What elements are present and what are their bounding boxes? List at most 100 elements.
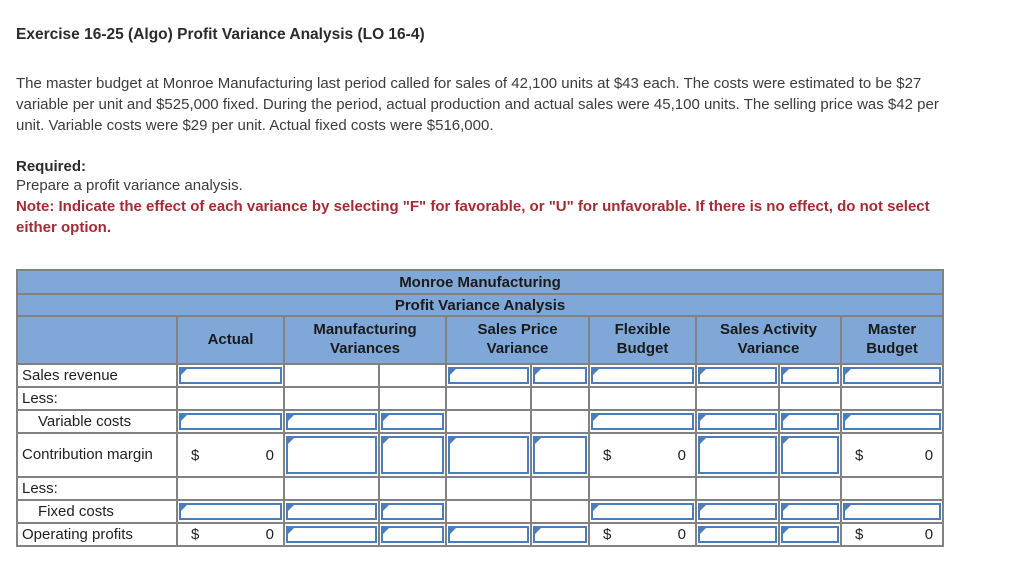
table-title: Monroe Manufacturing bbox=[15, 269, 945, 295]
column-header-actual: Actual bbox=[176, 315, 285, 365]
amount-input-cell bbox=[839, 409, 945, 434]
amount-input-cell bbox=[283, 522, 380, 547]
effect-select[interactable] bbox=[781, 503, 839, 520]
effect-select-cell bbox=[778, 363, 842, 388]
amount-input-cell bbox=[695, 409, 780, 434]
amount-input-cell bbox=[283, 409, 380, 434]
amount-input[interactable] bbox=[843, 413, 942, 430]
effect-select[interactable] bbox=[533, 436, 587, 474]
effect-select[interactable] bbox=[381, 436, 444, 474]
empty-cell bbox=[445, 409, 532, 434]
row-label: Fixed costs bbox=[16, 499, 178, 524]
amount-input[interactable] bbox=[179, 367, 282, 384]
computed-value-cell: $0 bbox=[588, 432, 697, 478]
empty-cell bbox=[778, 386, 842, 411]
amount-input-cell bbox=[695, 432, 780, 478]
row-label: Sales revenue bbox=[16, 363, 178, 388]
empty-cell bbox=[530, 409, 590, 434]
amount-input-cell bbox=[176, 409, 285, 434]
amount-input[interactable] bbox=[591, 367, 694, 384]
value-amount: 0 bbox=[924, 446, 934, 464]
required-instruction: Prepare a profit variance analysis. bbox=[16, 177, 243, 194]
value-amount: 0 bbox=[677, 446, 686, 464]
effect-select[interactable] bbox=[781, 367, 839, 384]
effect-select[interactable] bbox=[781, 413, 839, 430]
amount-input[interactable] bbox=[448, 367, 529, 384]
row-label: Less: bbox=[16, 386, 178, 411]
currency-symbol: $ bbox=[603, 526, 612, 543]
effect-select[interactable] bbox=[381, 526, 444, 543]
currency-symbol: $ bbox=[855, 446, 864, 464]
empty-cell bbox=[530, 476, 590, 501]
effect-select-cell bbox=[778, 499, 842, 524]
effect-select-cell bbox=[778, 522, 842, 547]
amount-input[interactable] bbox=[286, 436, 377, 474]
column-header-sales-price-variance: Sales Price Variance bbox=[445, 315, 590, 365]
row-label: Less: bbox=[16, 476, 178, 501]
effect-select[interactable] bbox=[381, 503, 444, 520]
amount-input[interactable] bbox=[179, 503, 282, 520]
effect-select-cell bbox=[530, 363, 590, 388]
empty-cell bbox=[378, 386, 447, 411]
amount-input[interactable] bbox=[698, 413, 777, 430]
corner-cell bbox=[16, 315, 178, 365]
empty-cell bbox=[445, 476, 532, 501]
column-header-master-budget: Master Budget bbox=[839, 315, 945, 365]
effect-select-cell bbox=[378, 522, 447, 547]
amount-input[interactable] bbox=[286, 503, 377, 520]
amount-input[interactable] bbox=[698, 367, 777, 384]
amount-input-cell bbox=[588, 499, 697, 524]
empty-cell bbox=[588, 476, 697, 501]
empty-cell bbox=[445, 499, 532, 524]
empty-cell bbox=[839, 386, 945, 411]
effect-select[interactable] bbox=[533, 367, 587, 384]
exercise-page: Exercise 16-25 (Algo) Profit Variance An… bbox=[15, 26, 945, 547]
value-amount: 0 bbox=[265, 526, 274, 543]
effect-select[interactable] bbox=[781, 526, 839, 543]
empty-cell bbox=[283, 476, 380, 501]
amount-input[interactable] bbox=[286, 526, 377, 543]
empty-cell bbox=[445, 386, 532, 411]
amount-input[interactable] bbox=[448, 436, 529, 474]
effect-select-cell bbox=[778, 409, 842, 434]
amount-input-cell bbox=[588, 363, 697, 388]
amount-input-cell bbox=[445, 363, 532, 388]
computed-value-cell: $0 bbox=[839, 432, 945, 478]
amount-input[interactable] bbox=[843, 367, 942, 384]
required-heading: Required: bbox=[16, 158, 87, 175]
effect-select[interactable] bbox=[781, 436, 839, 474]
amount-input[interactable] bbox=[698, 436, 777, 474]
profit-variance-table: Monroe Manufacturing Profit Variance Ana… bbox=[15, 269, 945, 547]
value-amount: 0 bbox=[265, 446, 274, 464]
amount-input[interactable] bbox=[843, 503, 942, 520]
amount-input[interactable] bbox=[698, 503, 777, 520]
effect-select[interactable] bbox=[381, 413, 444, 430]
amount-input[interactable] bbox=[591, 503, 694, 520]
amount-input[interactable] bbox=[448, 526, 529, 543]
effect-select-cell bbox=[530, 432, 590, 478]
amount-input-cell bbox=[839, 363, 945, 388]
currency-symbol: $ bbox=[191, 526, 200, 543]
effect-select[interactable] bbox=[533, 526, 587, 543]
amount-input[interactable] bbox=[179, 413, 282, 430]
amount-input[interactable] bbox=[286, 413, 377, 430]
problem-statement: The master budget at Monroe Manufacturin… bbox=[16, 75, 939, 134]
empty-cell bbox=[176, 386, 285, 411]
effect-select-cell bbox=[378, 409, 447, 434]
amount-input-cell bbox=[445, 522, 532, 547]
amount-input[interactable] bbox=[698, 526, 777, 543]
computed-value-cell: $0 bbox=[176, 522, 285, 547]
empty-cell bbox=[588, 386, 697, 411]
empty-cell bbox=[839, 476, 945, 501]
page-title: Exercise 16-25 (Algo) Profit Variance An… bbox=[16, 26, 425, 43]
computed-value-cell: $0 bbox=[839, 522, 945, 547]
amount-input-cell bbox=[176, 499, 285, 524]
amount-input[interactable] bbox=[591, 413, 694, 430]
effect-select-cell bbox=[378, 499, 447, 524]
table-subtitle: Profit Variance Analysis bbox=[15, 293, 945, 317]
empty-cell bbox=[283, 363, 380, 388]
empty-cell bbox=[695, 476, 780, 501]
currency-symbol: $ bbox=[603, 446, 612, 464]
amount-input-cell bbox=[445, 432, 532, 478]
row-label: Operating profits bbox=[16, 522, 178, 547]
